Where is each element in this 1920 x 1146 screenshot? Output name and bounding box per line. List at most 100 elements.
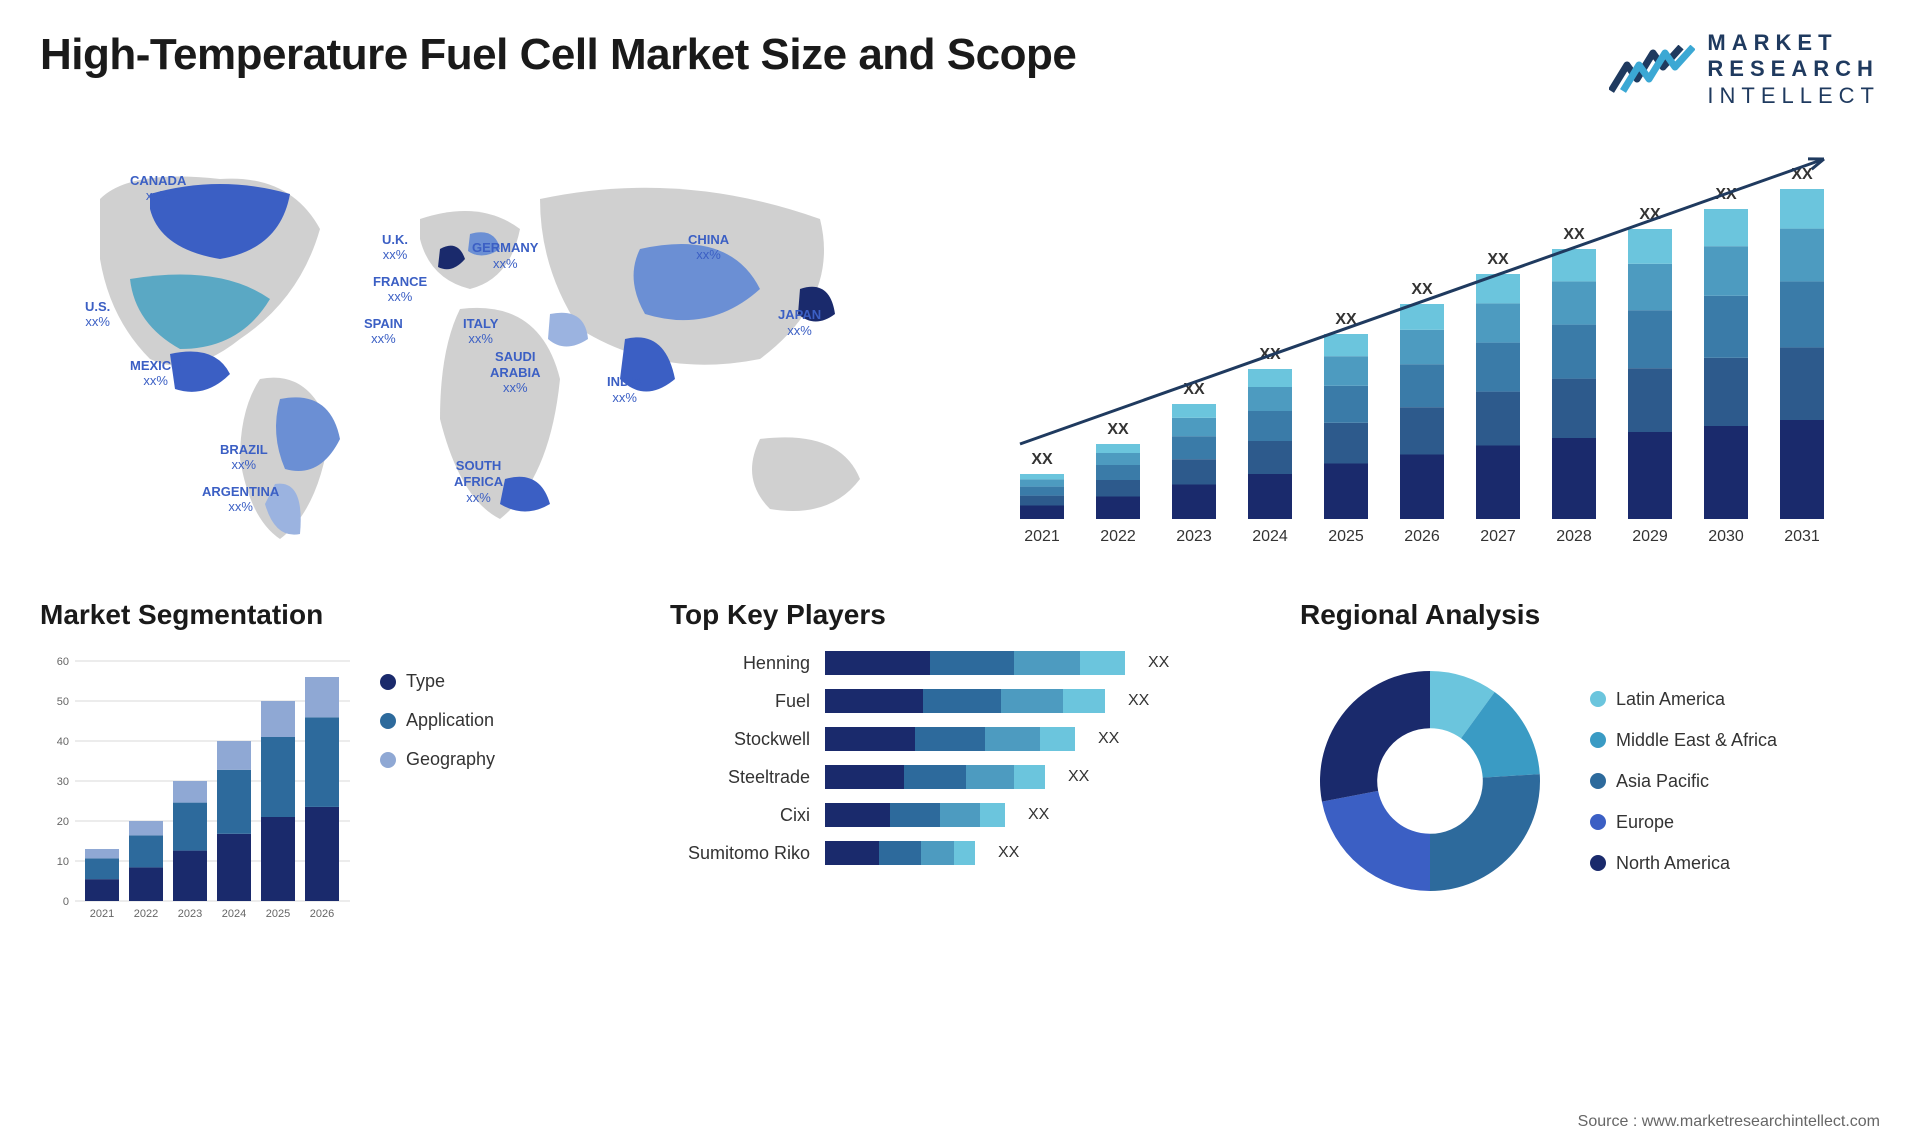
legend-item: Application (380, 710, 495, 731)
player-bar-segment (966, 765, 1014, 789)
map-label: CHINAxx% (688, 232, 729, 263)
map-label: SAUDIARABIAxx% (490, 349, 541, 396)
svg-text:2024: 2024 (1252, 528, 1288, 545)
player-bar-segment (980, 803, 1005, 827)
legend-label: Europe (1616, 812, 1674, 833)
svg-text:2029: 2029 (1632, 528, 1668, 545)
svg-text:40: 40 (57, 736, 69, 748)
svg-text:60: 60 (57, 656, 69, 668)
player-value: XX (998, 844, 1019, 862)
legend-label: Middle East & Africa (1616, 730, 1777, 751)
map-label: SPAINxx% (364, 316, 403, 347)
svg-text:2024: 2024 (222, 908, 246, 920)
player-value: XX (1098, 730, 1119, 748)
regional-panel: Regional Analysis Latin America Middle Ea… (1300, 599, 1880, 931)
player-value: XX (1148, 654, 1169, 672)
segmentation-bar-chart: 0102030405060 202120222023202420252026 (40, 651, 360, 931)
svg-text:2022: 2022 (1100, 528, 1136, 545)
svg-text:XX: XX (1031, 451, 1053, 468)
svg-text:2027: 2027 (1480, 528, 1516, 545)
players-title: Top Key Players (670, 599, 1250, 631)
player-bar-segment (904, 765, 966, 789)
svg-text:2030: 2030 (1708, 528, 1744, 545)
player-bar (825, 689, 1105, 713)
map-label: U.S.xx% (85, 299, 110, 330)
map-label: JAPANxx% (778, 307, 821, 338)
map-label: FRANCExx% (373, 274, 427, 305)
player-bar-segment (954, 841, 975, 865)
player-name: Fuel (670, 691, 810, 712)
logo-text: MARKET RESEARCH INTELLECT (1707, 30, 1880, 109)
svg-text:10: 10 (57, 856, 69, 868)
player-bar-segment (1001, 689, 1063, 713)
player-name: Henning (670, 653, 810, 674)
player-bar-segment (1014, 765, 1045, 789)
map-label: INDIAxx% (607, 374, 642, 405)
map-label: MEXICOxx% (130, 358, 181, 389)
players-panel: Top Key Players HenningXXFuelXXStockwell… (670, 599, 1250, 931)
segmentation-panel: Market Segmentation 0102030405060 202120… (40, 599, 620, 931)
legend-label: Latin America (1616, 689, 1725, 710)
segmentation-legend: TypeApplicationGeography (380, 651, 495, 931)
player-row: CixiXX (670, 803, 1250, 827)
player-bar (825, 841, 975, 865)
player-row: Sumitomo Riko XX (670, 841, 1250, 865)
player-bar-segment (825, 803, 890, 827)
player-bar-segment (825, 727, 915, 751)
world-map-panel: CANADAxx%U.S.xx%MEXICOxx%BRAZILxx%ARGENT… (40, 139, 940, 559)
player-bar-segment (930, 651, 1014, 675)
legend-item: North America (1590, 853, 1777, 874)
growth-bar-chart: XX2021XX2022XX2023XX2024XX2025XX2026XX20… (980, 139, 1880, 559)
player-bar-segment (1080, 651, 1125, 675)
legend-item: Type (380, 671, 495, 692)
legend-label: Type (406, 671, 445, 692)
legend-item: Europe (1590, 812, 1777, 833)
map-label: GERMANYxx% (472, 240, 538, 271)
map-label: CANADAxx% (130, 173, 186, 204)
player-bar-segment (1063, 689, 1105, 713)
player-bar (825, 765, 1045, 789)
svg-text:2021: 2021 (1024, 528, 1060, 545)
player-bar-segment (1040, 727, 1075, 751)
player-bar-segment (1014, 651, 1080, 675)
legend-dot (1590, 814, 1606, 830)
map-label: U.K.xx% (382, 232, 408, 263)
legend-dot (380, 713, 396, 729)
player-name: Stockwell (670, 729, 810, 750)
logo-icon (1609, 45, 1695, 95)
legend-label: Asia Pacific (1616, 771, 1709, 792)
player-bar-segment (825, 765, 904, 789)
player-value: XX (1128, 692, 1149, 710)
svg-text:XX: XX (1487, 251, 1509, 268)
regional-title: Regional Analysis (1300, 599, 1880, 631)
player-name: Sumitomo Riko (670, 843, 810, 864)
svg-text:2025: 2025 (1328, 528, 1364, 545)
regional-legend: Latin America Middle East & Africa Asia Pa… (1590, 689, 1777, 874)
legend-label: North America (1616, 853, 1730, 874)
source-attribution: Source : www.marketresearchintellect.com (1578, 1113, 1880, 1131)
map-label: BRAZILxx% (220, 442, 268, 473)
growth-chart-panel: XX2021XX2022XX2023XX2024XX2025XX2026XX20… (980, 139, 1880, 559)
player-bar-segment (985, 727, 1040, 751)
svg-text:0: 0 (63, 896, 69, 908)
svg-text:XX: XX (1107, 421, 1129, 438)
map-label: SOUTHAFRICAxx% (454, 458, 503, 505)
svg-text:2026: 2026 (1404, 528, 1440, 545)
player-bar (825, 727, 1075, 751)
legend-dot (1590, 691, 1606, 707)
player-value: XX (1028, 806, 1049, 824)
svg-text:2021: 2021 (90, 908, 114, 920)
svg-text:2026: 2026 (310, 908, 334, 920)
svg-text:2023: 2023 (1176, 528, 1212, 545)
player-bar-segment (890, 803, 940, 827)
player-row: Stockwell XX (670, 727, 1250, 751)
player-row: Fuel XX (670, 689, 1250, 713)
svg-text:2025: 2025 (266, 908, 290, 920)
player-row: Henning XX (670, 651, 1250, 675)
svg-text:2023: 2023 (178, 908, 202, 920)
legend-dot (1590, 732, 1606, 748)
svg-text:2028: 2028 (1556, 528, 1592, 545)
legend-dot (380, 674, 396, 690)
page-title: High-Temperature Fuel Cell Market Size a… (40, 30, 1076, 80)
player-bar-segment (923, 689, 1001, 713)
